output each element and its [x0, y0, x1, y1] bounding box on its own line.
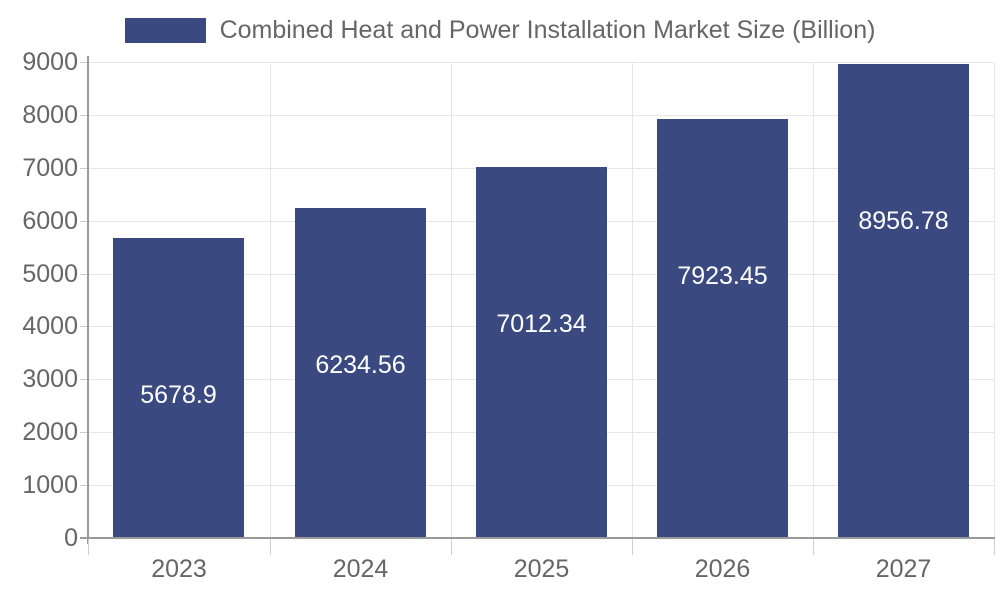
chart-legend: Combined Heat and Power Installation Mar… [0, 8, 1000, 52]
gridline-x-2 [451, 62, 452, 538]
y-tick-label-0: 0 [64, 524, 78, 552]
gridline-x-1 [270, 62, 271, 538]
bar-2023[interactable] [113, 238, 244, 538]
y-tick-label-3000: 3000 [22, 365, 78, 393]
bar-2024[interactable] [295, 208, 426, 538]
gridline-x-3 [632, 62, 633, 538]
x-tick-label-2027: 2027 [875, 555, 932, 583]
gridline-y-9000 [88, 62, 995, 63]
x-tick-label-2023: 2023 [151, 555, 207, 583]
bar-value-2026: 7923.45 [677, 262, 768, 290]
bar-value-2025: 7012.34 [496, 310, 587, 338]
bar-2025[interactable] [476, 167, 607, 538]
y-tick-label-6000: 6000 [22, 207, 78, 235]
legend-item-label: Combined Heat and Power Installation Mar… [219, 15, 876, 44]
y-tick-label-5000: 5000 [22, 260, 78, 288]
y-tick-label-1000: 1000 [22, 471, 78, 499]
bar-2027[interactable] [838, 64, 969, 538]
legend-color-swatch-icon [124, 17, 206, 43]
bar-value-2024: 6234.56 [315, 351, 406, 379]
y-tick-label-8000: 8000 [22, 101, 78, 129]
gridline-x-5 [994, 62, 995, 538]
y-tick-label-7000: 7000 [22, 154, 78, 182]
gridline-y-8000 [88, 115, 995, 116]
bar-value-2027: 8956.78 [858, 207, 949, 235]
y-tick-label-2000: 2000 [22, 418, 78, 446]
bar-value-2023: 5678.9 [140, 381, 217, 409]
y-tick-label-9000: 9000 [22, 48, 78, 76]
x-axis-line [80, 537, 995, 539]
y-tick-label-4000: 4000 [22, 312, 78, 340]
legend-item-0[interactable]: Combined Heat and Power Installation Mar… [124, 15, 876, 44]
x-tick-label-2025: 2025 [513, 555, 570, 583]
gridline-x-4 [813, 62, 814, 538]
y-axis-line [87, 56, 89, 544]
x-tick-label-2024: 2024 [332, 555, 389, 583]
x-tick-label-2026: 2026 [694, 555, 751, 583]
y-axis-labels: 0 1000 2000 3000 4000 5000 6000 7000 800… [0, 0, 78, 600]
bar-2026[interactable] [657, 119, 788, 538]
plot-area: 5678.9 6234.56 7012.34 7923.45 8956.78 [88, 62, 995, 538]
